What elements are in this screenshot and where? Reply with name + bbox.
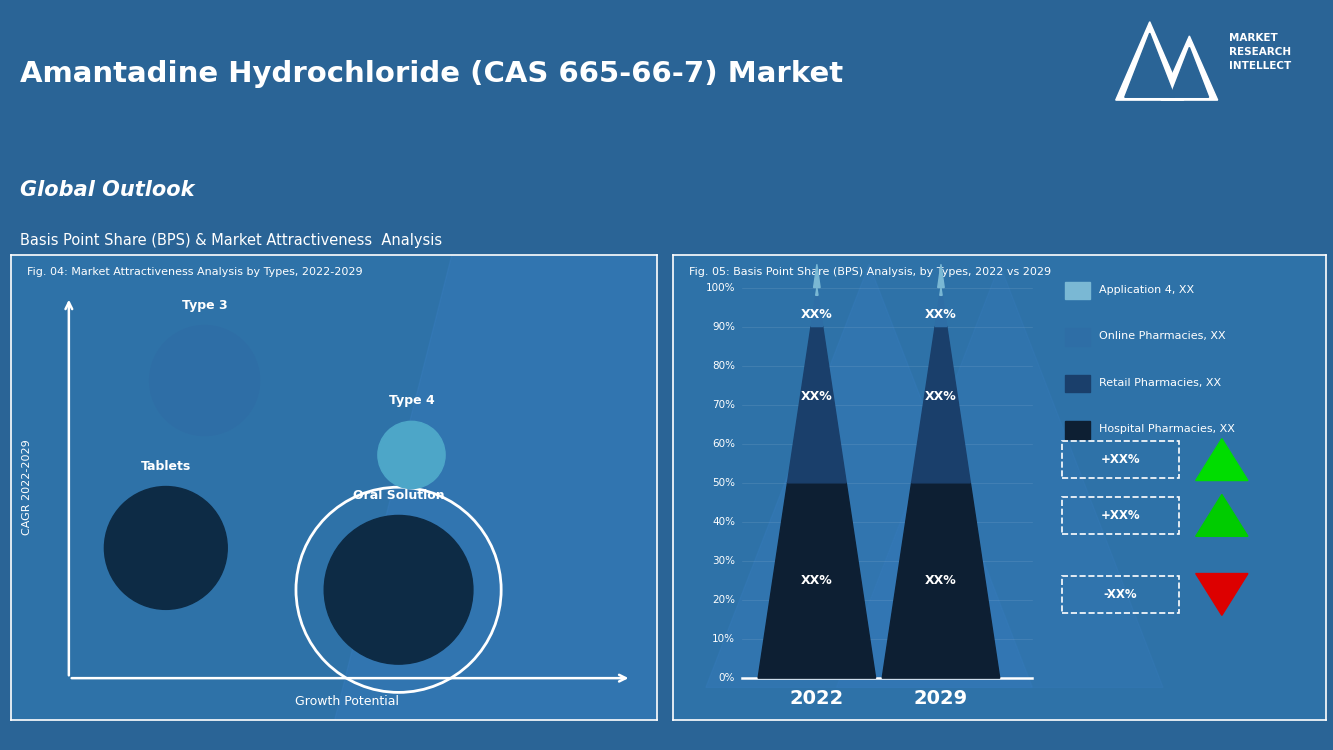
- Text: -XX%: -XX%: [1104, 588, 1137, 601]
- Polygon shape: [882, 483, 1000, 678]
- Polygon shape: [937, 264, 944, 287]
- Polygon shape: [758, 483, 876, 678]
- Text: Fig. 05: Basis Point Share (BPS) Analysis, by Types, 2022 vs 2029: Fig. 05: Basis Point Share (BPS) Analysi…: [689, 267, 1052, 277]
- Text: Online Pharmacies, XX: Online Pharmacies, XX: [1098, 332, 1225, 341]
- Ellipse shape: [324, 515, 473, 664]
- Text: XX%: XX%: [925, 391, 957, 404]
- Text: 80%: 80%: [712, 361, 736, 370]
- Polygon shape: [1125, 33, 1174, 98]
- Text: XX%: XX%: [801, 574, 833, 587]
- Bar: [1065, 421, 1090, 439]
- Text: Basis Point Share (BPS) & Market Attractiveness  Analysis: Basis Point Share (BPS) & Market Attract…: [20, 232, 443, 248]
- Text: CAGR 2022-2029: CAGR 2022-2029: [21, 440, 32, 536]
- Text: XX%: XX%: [801, 391, 833, 404]
- Polygon shape: [810, 296, 822, 326]
- Text: 60%: 60%: [712, 439, 736, 448]
- Text: 20%: 20%: [712, 595, 736, 605]
- Text: Application 4, XX: Application 4, XX: [1098, 285, 1194, 295]
- Ellipse shape: [377, 422, 445, 488]
- Text: Tablets: Tablets: [141, 460, 191, 472]
- Text: XX%: XX%: [801, 308, 833, 322]
- Polygon shape: [1196, 439, 1248, 481]
- Ellipse shape: [149, 326, 260, 436]
- Text: 2029: 2029: [914, 689, 968, 708]
- Text: MARKET
RESEARCH
INTELLECT: MARKET RESEARCH INTELLECT: [1229, 33, 1292, 71]
- Ellipse shape: [104, 487, 227, 609]
- Bar: [1065, 374, 1090, 392]
- Text: 70%: 70%: [712, 400, 736, 410]
- Polygon shape: [788, 326, 846, 483]
- Text: +XX%: +XX%: [1101, 453, 1141, 466]
- Text: 40%: 40%: [712, 517, 736, 527]
- Polygon shape: [837, 264, 1162, 688]
- Text: 10%: 10%: [712, 634, 736, 644]
- Text: Fig. 04: Market Attractiveness Analysis by Types, 2022-2029: Fig. 04: Market Attractiveness Analysis …: [27, 267, 363, 277]
- Text: Retail Pharmacies, XX: Retail Pharmacies, XX: [1098, 378, 1221, 388]
- Text: 2022: 2022: [789, 689, 844, 708]
- Polygon shape: [1161, 36, 1218, 100]
- Polygon shape: [940, 287, 942, 296]
- Polygon shape: [1170, 47, 1209, 98]
- Bar: [1065, 281, 1090, 299]
- Text: Type 4: Type 4: [389, 394, 435, 407]
- Polygon shape: [934, 296, 946, 326]
- Text: 90%: 90%: [712, 322, 736, 332]
- Text: Oral Solution: Oral Solution: [353, 488, 444, 502]
- Text: Hospital Pharmacies, XX: Hospital Pharmacies, XX: [1098, 424, 1234, 434]
- Text: 50%: 50%: [712, 478, 736, 488]
- Text: Global Outlook: Global Outlook: [20, 180, 195, 200]
- Text: Amantadine Hydrochloride (CAS 665-66-7) Market: Amantadine Hydrochloride (CAS 665-66-7) …: [20, 60, 842, 88]
- Polygon shape: [912, 326, 970, 483]
- Text: 30%: 30%: [712, 556, 736, 566]
- Text: XX%: XX%: [925, 308, 957, 322]
- Bar: [1065, 328, 1090, 346]
- Text: Type 3: Type 3: [181, 298, 228, 312]
- Polygon shape: [1196, 494, 1248, 536]
- Polygon shape: [816, 287, 818, 296]
- Polygon shape: [706, 264, 1033, 688]
- Text: XX%: XX%: [925, 574, 957, 587]
- Polygon shape: [1116, 22, 1184, 101]
- Text: Growth Potential: Growth Potential: [295, 695, 399, 708]
- Text: 100%: 100%: [705, 283, 736, 292]
- Polygon shape: [1196, 574, 1248, 615]
- Text: +XX%: +XX%: [1101, 509, 1141, 522]
- Polygon shape: [333, 209, 722, 720]
- Text: 0%: 0%: [718, 674, 736, 683]
- Polygon shape: [813, 264, 820, 287]
